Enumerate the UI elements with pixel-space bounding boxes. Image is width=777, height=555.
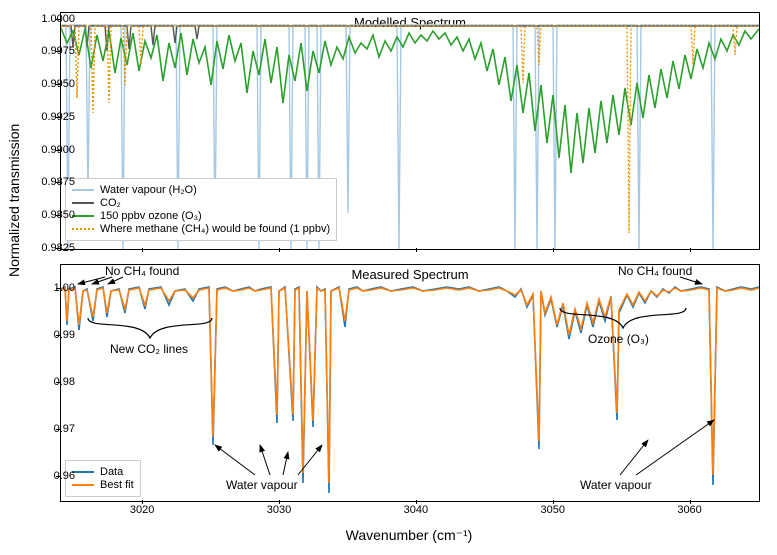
ytick-label: 0.98	[20, 376, 75, 388]
ytick-mark	[56, 19, 60, 20]
ytick-label: 0.96	[20, 470, 75, 482]
xtick-mark	[416, 248, 417, 252]
legend-label: Water vapour (H₂O)	[100, 184, 197, 196]
ytick-label: 0.97	[20, 423, 75, 435]
ytick-mark	[56, 84, 60, 85]
bottom-legend: Data Best fit	[65, 460, 141, 497]
ytick-label: 0.9825	[20, 242, 75, 254]
anno-watervapour-left: Water vapour	[226, 478, 298, 492]
ytick-label: 0.99	[20, 329, 75, 341]
anno-no-ch4-left: No CH₄ found	[105, 264, 179, 278]
legend-item-data: Data	[72, 466, 134, 478]
ytick-mark	[56, 182, 60, 183]
anno-watervapour-right: Water vapour	[580, 478, 652, 492]
ytick-mark	[56, 476, 60, 477]
ytick-label: 0.9875	[20, 176, 75, 188]
xtick-mark	[690, 248, 691, 252]
xtick-mark	[142, 248, 143, 252]
ytick-label: 0.9975	[20, 45, 75, 57]
series-co2	[61, 26, 759, 51]
ytick-mark	[56, 248, 60, 249]
legend-label: Best fit	[100, 479, 134, 491]
series-o3	[61, 28, 759, 173]
anno-no-ch4-right: No CH₄ found	[618, 264, 692, 278]
series-bestfit	[61, 288, 759, 483]
xtick-mark	[416, 500, 417, 504]
ytick-label: 0.9925	[20, 111, 75, 123]
xtick-label: 3030	[267, 504, 291, 516]
ytick-mark	[56, 117, 60, 118]
legend-label: Data	[100, 466, 123, 478]
bottom-plot-svg	[61, 265, 759, 501]
anno-ozone: Ozone (O₃)	[588, 332, 649, 346]
xtick-mark	[690, 500, 691, 504]
top-legend: Water vapour (H₂O) CO₂ 150 ppbv ozone (O…	[65, 178, 337, 241]
figure: Normalized transmission Wavenumber (cm⁻¹…	[0, 0, 777, 555]
legend-item-ch4: Where methane (CH₄) would be found (1 pp…	[72, 223, 330, 235]
xtick-mark	[279, 500, 280, 504]
ytick-mark	[56, 382, 60, 383]
anno-new-co2: New CO₂ lines	[110, 342, 188, 356]
ytick-mark	[56, 335, 60, 336]
ytick-mark	[56, 150, 60, 151]
ytick-mark	[56, 288, 60, 289]
ytick-label: 0.9950	[20, 78, 75, 90]
legend-item-o3: 150 ppbv ozone (O₃)	[72, 210, 330, 222]
xtick-label: 3040	[404, 504, 428, 516]
xtick-mark	[142, 500, 143, 504]
legend-label: CO₂	[100, 197, 121, 209]
xtick-label: 3020	[130, 504, 154, 516]
ytick-label: 1.0000	[20, 13, 75, 25]
legend-item-co2: CO₂	[72, 197, 330, 209]
ytick-label: 0.9850	[20, 209, 75, 221]
ytick-mark	[56, 51, 60, 52]
bottom-panel: Measured Spectrum	[60, 264, 760, 502]
xtick-label: 3050	[540, 504, 564, 516]
ytick-mark	[56, 429, 60, 430]
xtick-label: 3060	[677, 504, 701, 516]
ytick-mark	[56, 215, 60, 216]
legend-item-bestfit: Best fit	[72, 479, 134, 491]
legend-item-h2o: Water vapour (H₂O)	[72, 184, 330, 196]
xtick-mark	[279, 248, 280, 252]
ytick-label: 0.9900	[20, 144, 75, 156]
xtick-mark	[553, 500, 554, 504]
xtick-mark	[553, 248, 554, 252]
x-axis-label: Wavenumber (cm⁻¹)	[60, 527, 758, 544]
ytick-label: 1.00	[20, 282, 75, 294]
series-data	[61, 287, 759, 493]
legend-label: 150 ppbv ozone (O₃)	[100, 210, 202, 222]
legend-label: Where methane (CH₄) would be found (1 pp…	[100, 223, 330, 235]
